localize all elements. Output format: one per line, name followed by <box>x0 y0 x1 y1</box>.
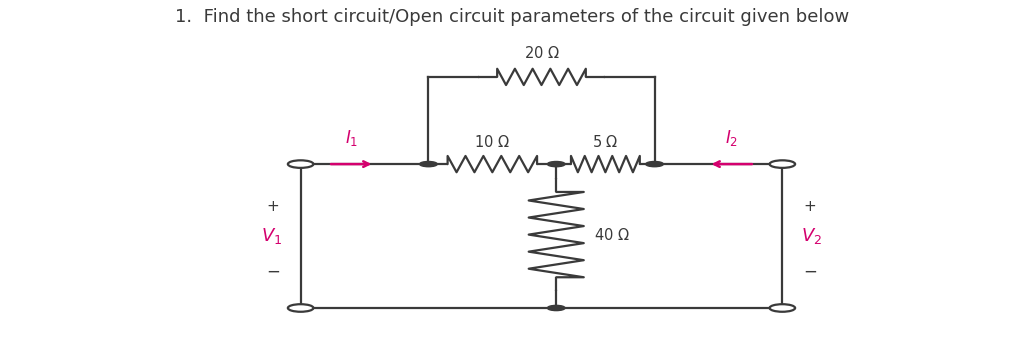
Circle shape <box>288 304 313 312</box>
Circle shape <box>770 304 795 312</box>
Text: +: + <box>804 199 816 215</box>
Circle shape <box>646 162 664 167</box>
Text: $I_2$: $I_2$ <box>725 128 738 148</box>
Text: 1.  Find the short circuit/Open circuit parameters of the circuit given below: 1. Find the short circuit/Open circuit p… <box>175 8 849 26</box>
Circle shape <box>770 160 795 168</box>
Circle shape <box>288 160 313 168</box>
Text: $-$: $-$ <box>266 262 281 280</box>
Text: 10 $\Omega$: 10 $\Omega$ <box>474 134 510 149</box>
Text: $I_1$: $I_1$ <box>345 128 358 148</box>
Text: $V_2$: $V_2$ <box>802 226 822 246</box>
Text: 40 $\Omega$: 40 $\Omega$ <box>594 226 630 243</box>
Text: +: + <box>266 199 280 215</box>
Text: $V_1$: $V_1$ <box>260 226 282 246</box>
Circle shape <box>420 162 437 167</box>
Circle shape <box>548 305 565 311</box>
Circle shape <box>548 162 565 167</box>
Text: 20 $\Omega$: 20 $\Omega$ <box>523 45 559 61</box>
Text: 5 $\Omega$: 5 $\Omega$ <box>592 134 618 149</box>
Text: $-$: $-$ <box>803 262 817 280</box>
